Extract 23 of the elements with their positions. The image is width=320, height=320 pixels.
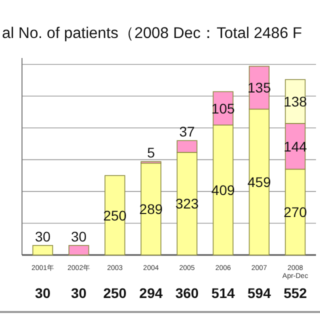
data-label: 250 (103, 207, 127, 224)
data-label: 323 (175, 196, 199, 212)
chart-title: al No. of patients（2008 Dec：Total 2486 F (2, 25, 302, 42)
data-label: 409 (211, 182, 236, 198)
total-label: 30 (71, 228, 87, 244)
total-label: 250 (103, 285, 127, 301)
data-label: 5 (147, 144, 156, 161)
bar (68, 245, 90, 256)
total-label: 294 (139, 285, 163, 301)
bar (140, 162, 162, 256)
data-label: 30 (34, 285, 51, 301)
bar (32, 245, 54, 256)
bar (104, 175, 126, 256)
total-label: 552 (284, 285, 308, 301)
total-label: 514 (211, 285, 236, 301)
data-label: 459 (248, 174, 272, 190)
total-label: 30 (34, 228, 51, 244)
data-label: 30 (71, 285, 87, 301)
total-label: 360 (175, 285, 199, 301)
data-label: 289 (139, 201, 163, 218)
data-label: 270 (284, 204, 308, 220)
total-label: 594 (248, 285, 272, 301)
data-label: 37 (179, 124, 196, 140)
